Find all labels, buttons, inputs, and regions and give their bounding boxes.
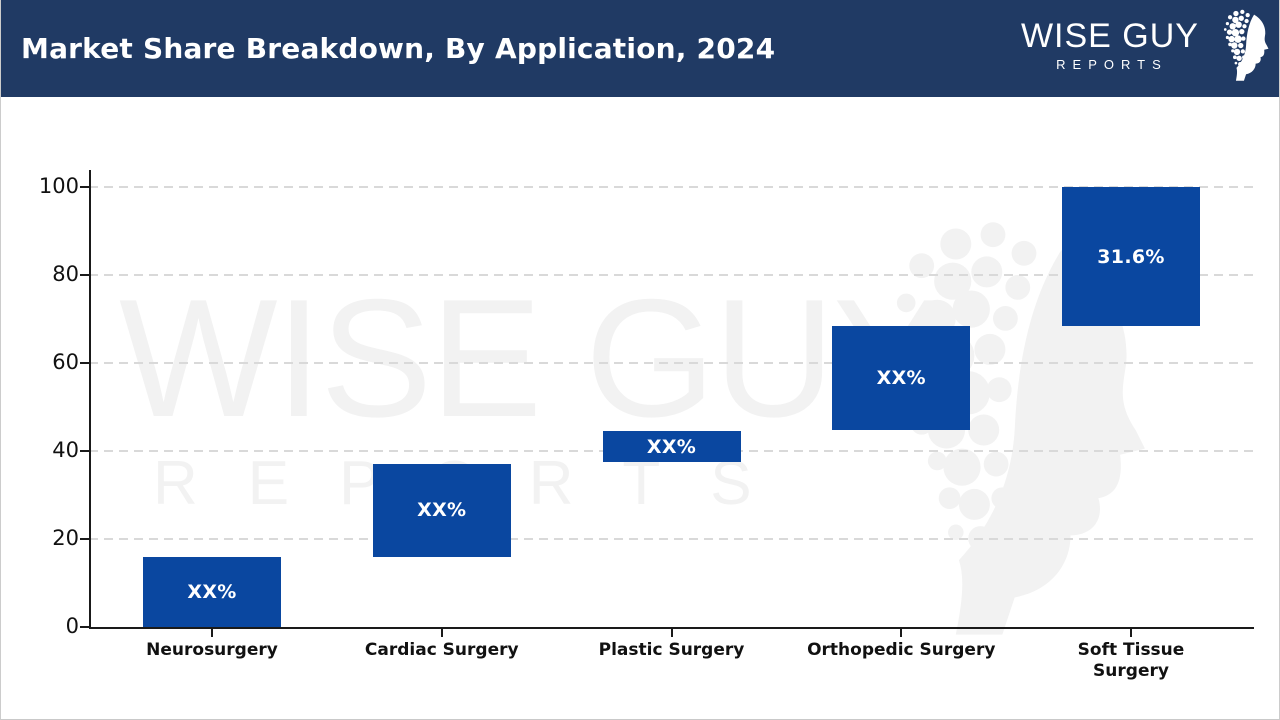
y-axis-tick-label: 40 bbox=[52, 438, 79, 462]
x-axis-tick-mark bbox=[670, 629, 673, 637]
bar-value-label: XX% bbox=[646, 435, 697, 458]
bar-value-label: XX% bbox=[417, 499, 467, 522]
y-axis-tick-mark bbox=[80, 274, 89, 276]
logo-head-icon bbox=[1223, 9, 1269, 81]
gridline-y60 bbox=[89, 362, 1254, 364]
bar-soft-tissue-surgery[interactable]: 31.6% bbox=[1062, 187, 1200, 327]
y-axis-tick-mark bbox=[80, 362, 89, 364]
gridline-y20 bbox=[89, 538, 1254, 540]
category-label: Plastic Surgery bbox=[598, 640, 745, 660]
category-label: Neurosurgery bbox=[146, 640, 278, 660]
bar-value-label: XX% bbox=[187, 580, 237, 603]
gridline-y80 bbox=[89, 274, 1254, 276]
y-axis-tick-label: 100 bbox=[38, 174, 79, 198]
page-title: Market Share Breakdown, By Application, … bbox=[21, 32, 776, 65]
bar-value-label: 31.6% bbox=[1097, 245, 1165, 268]
category-label: Orthopedic Surgery bbox=[807, 640, 996, 660]
x-axis-tick-mark bbox=[900, 629, 903, 637]
y-axis-tick-label: 80 bbox=[52, 262, 79, 286]
y-axis-tick-mark bbox=[80, 626, 89, 628]
y-axis-tick-label: 60 bbox=[52, 350, 79, 374]
logo-wordmark-line1: WISE GUY bbox=[1020, 17, 1199, 56]
y-axis-tick-label: 0 bbox=[65, 614, 79, 638]
x-axis-line bbox=[89, 627, 1254, 629]
category-label: Soft Tissue Surgery bbox=[1077, 640, 1185, 682]
x-axis-tick-mark bbox=[440, 629, 443, 637]
bar-neurosurgery[interactable]: XX% bbox=[143, 556, 281, 627]
gridline-y100 bbox=[89, 186, 1254, 188]
y-axis-tick-mark bbox=[80, 186, 89, 188]
header-bar: Market Share Breakdown, By Application, … bbox=[1, 0, 1279, 97]
brand-logo: WISE GUY REPORTS bbox=[1021, 8, 1269, 83]
y-axis-tick-mark bbox=[80, 450, 89, 452]
x-axis-tick-mark bbox=[1130, 629, 1132, 637]
logo-wordmark-line2: REPORTS bbox=[1056, 56, 1168, 72]
logo-wordmark: WISE GUY REPORTS bbox=[1020, 17, 1199, 72]
y-axis-line bbox=[89, 170, 91, 629]
bar-value-label: XX% bbox=[876, 366, 926, 389]
y-axis-tick-label: 20 bbox=[52, 526, 79, 550]
bar-plastic-surgery[interactable]: XX% bbox=[602, 431, 741, 462]
category-label: Cardiac Surgery bbox=[364, 640, 519, 660]
bar-orthopedic-surgery[interactable]: XX% bbox=[832, 326, 971, 430]
x-axis-tick-mark bbox=[211, 629, 213, 637]
y-axis-tick-mark bbox=[80, 538, 89, 540]
bar-cardiac-surgery[interactable]: XX% bbox=[372, 464, 511, 557]
watermark-wordmark: WISE GUY bbox=[119, 264, 945, 452]
